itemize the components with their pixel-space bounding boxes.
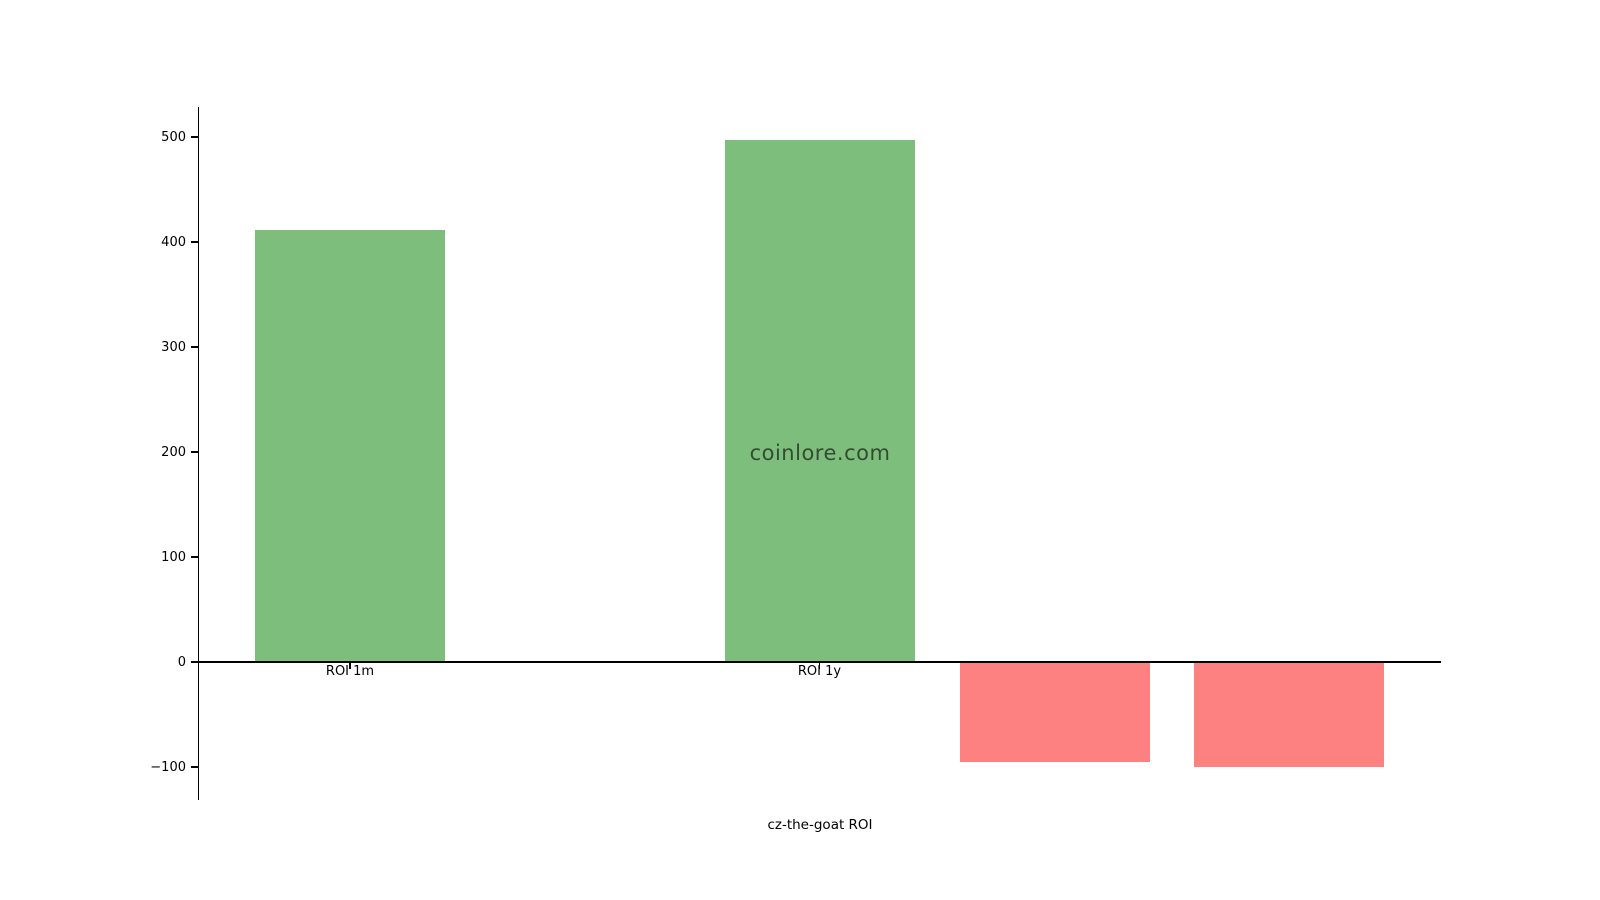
y-tick-mark: [191, 661, 198, 663]
y-tick-mark: [191, 766, 198, 768]
bar-roi-1y: [724, 140, 915, 662]
chart-title: cz-the-goat ROI: [767, 817, 873, 833]
y-tick-label: 0: [177, 654, 186, 670]
y-tick-mark: [191, 136, 198, 138]
y-tick-mark: [191, 346, 198, 348]
x-axis-zero-line: [198, 661, 1441, 663]
x-tick-label: ROI 1m: [325, 664, 375, 679]
bar-unlabeled-3: [1194, 662, 1384, 767]
x-tick-mark: [818, 662, 821, 669]
y-tick-mark: [191, 241, 198, 243]
y-tick-label: 400: [161, 234, 186, 250]
y-tick-mark: [191, 556, 198, 558]
bar-roi-1m: [255, 230, 445, 662]
y-axis-spine: [198, 107, 200, 800]
y-tick-label: 200: [161, 444, 186, 460]
y-tick-mark: [191, 451, 198, 453]
y-tick-label: 100: [161, 549, 186, 565]
y-tick-label: −100: [150, 759, 186, 775]
bar-unlabeled-2: [959, 662, 1150, 762]
watermark: coinlore.com: [749, 441, 891, 465]
x-tick-label: ROI 1y: [797, 664, 842, 679]
y-tick-label: 300: [161, 339, 186, 355]
y-tick-label: 500: [161, 129, 186, 145]
x-tick-mark: [349, 662, 351, 669]
